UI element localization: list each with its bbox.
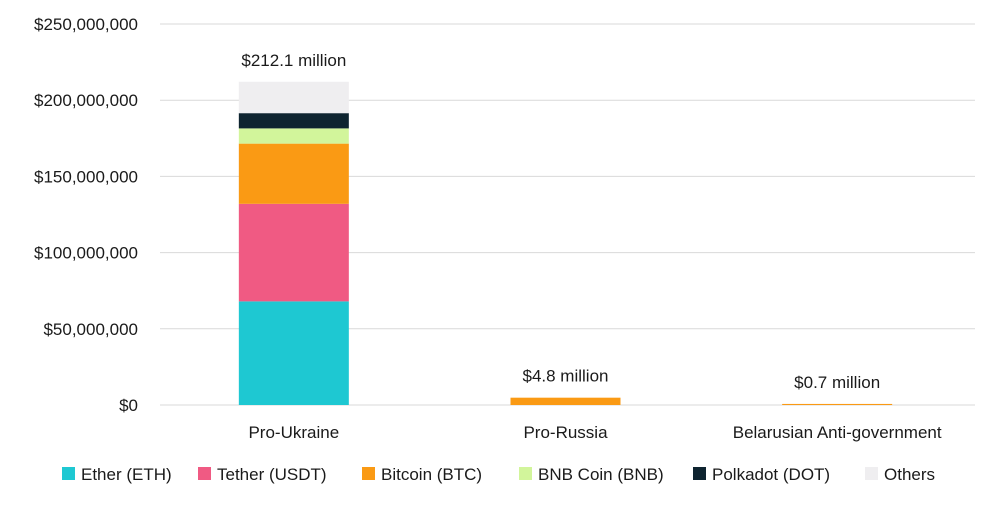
y-tick-label: $200,000,000 <box>34 91 138 110</box>
bar-segment-bitcoin-btc <box>782 404 892 405</box>
y-tick-label: $50,000,000 <box>43 320 138 339</box>
x-category-label: Pro-Ukraine <box>248 423 339 442</box>
bar-segment-bitcoin-btc <box>511 398 621 405</box>
legend-label: Ether (ETH) <box>81 465 172 484</box>
bar-segment-bnb-coin-bnb <box>239 128 349 143</box>
x-axis-category-labels: Pro-Ukraine Pro-Russia Belarusian Anti-gov… <box>248 423 941 442</box>
bars <box>239 82 892 405</box>
legend-label: Polkadot (DOT) <box>712 465 830 484</box>
bar-total-label: $212.1 million <box>241 51 346 70</box>
bar-segment-bitcoin-btc <box>239 144 349 204</box>
bar-total-label: $0.7 million <box>794 373 880 392</box>
legend-swatch <box>519 467 532 480</box>
legend-label: Tether (USDT) <box>217 465 327 484</box>
y-tick-label: $150,000,000 <box>34 167 138 186</box>
legend-label: Bitcoin (BTC) <box>381 465 482 484</box>
y-axis-tick-labels: $0 $50,000,000 $100,000,000 $150,000,000 $20… <box>34 15 138 415</box>
legend-swatch <box>362 467 375 480</box>
legend-label: BNB Coin (BNB) <box>538 465 664 484</box>
bar-segment-ether-eth <box>239 301 349 405</box>
y-tick-label: $100,000,000 <box>34 244 138 263</box>
bar-segment-others <box>239 82 349 113</box>
legend: Ether (ETH) Tether (USDT) Bitcoin (BTC) BNB… <box>62 465 935 484</box>
bar-segment-tether-usdt <box>239 204 349 302</box>
x-category-label: Belarusian Anti-government <box>733 423 942 442</box>
x-category-label: Pro-Russia <box>523 423 608 442</box>
y-tick-label: $250,000,000 <box>34 15 138 34</box>
legend-label: Others <box>884 465 935 484</box>
legend-swatch <box>693 467 706 480</box>
y-tick-label: $0 <box>119 396 138 415</box>
legend-swatch <box>198 467 211 480</box>
bar-segment-polkadot-dot <box>239 113 349 128</box>
bar-total-label: $4.8 million <box>523 367 609 386</box>
legend-swatch <box>62 467 75 480</box>
legend-swatch <box>865 467 878 480</box>
